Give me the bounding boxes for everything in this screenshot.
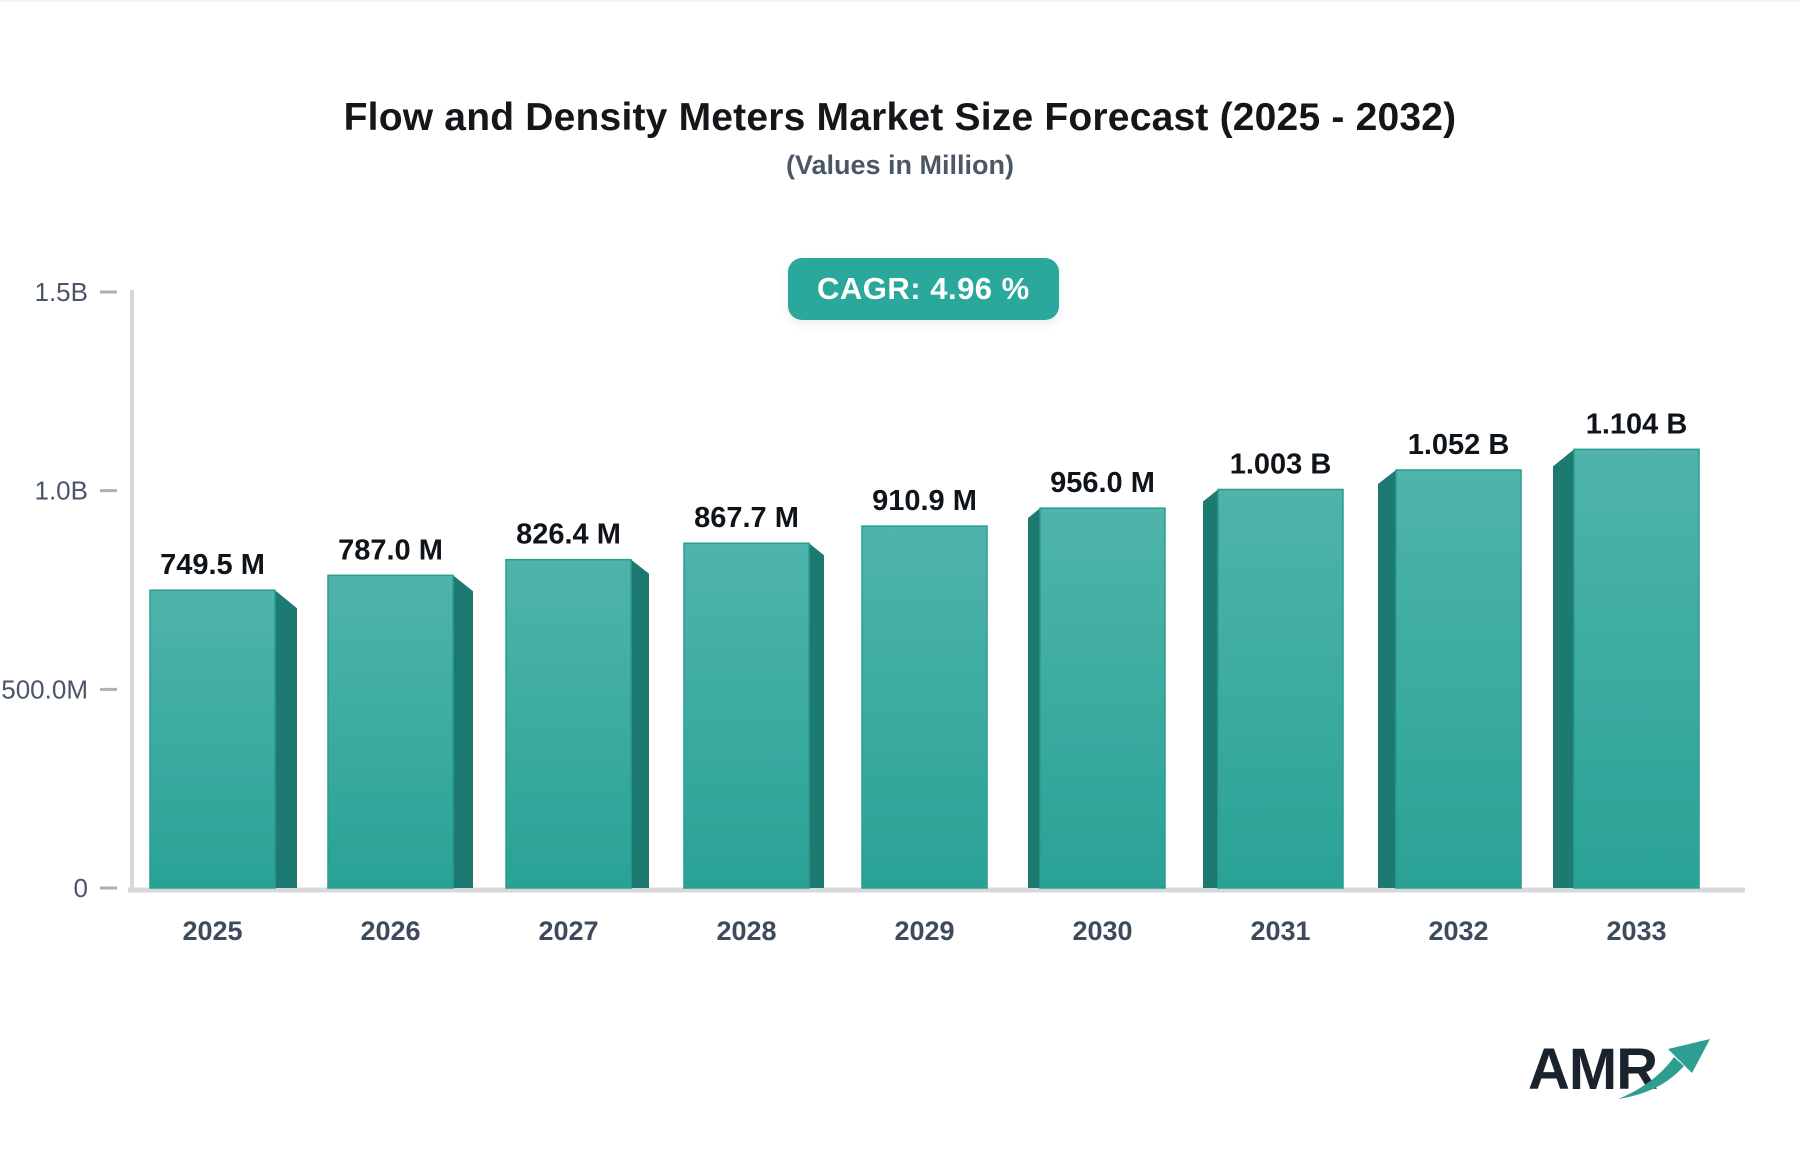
bar-front-face [1395, 469, 1522, 889]
bar-value-label: 1.003 B [1230, 448, 1332, 480]
x-axis-label: 2031 [1250, 916, 1310, 946]
bar-side-face [631, 559, 649, 888]
bar-value-label: 826.4 M [516, 519, 621, 551]
bar-side-face [453, 575, 473, 888]
bar-2033 [1553, 448, 1700, 889]
bar-front-face [1573, 448, 1700, 889]
y-tick-label: 500.0M [1, 674, 88, 704]
bar-value-label: 1.104 B [1586, 408, 1688, 440]
bar-side-face [1378, 470, 1396, 888]
bar-front-face [505, 558, 632, 889]
x-axis-label: 2026 [360, 916, 420, 946]
amr-logo: AMR [1528, 1028, 1738, 1128]
bar-front-face [1217, 488, 1344, 889]
bar-2032 [1378, 469, 1522, 889]
bar-side-face [1203, 489, 1218, 888]
bar-front-face [1039, 507, 1166, 889]
bar-front-face [149, 589, 276, 889]
bar-2027 [505, 558, 649, 889]
bar-front-face [327, 574, 454, 889]
growth-arrow-icon [1618, 1039, 1710, 1099]
bar-side-face [1553, 449, 1574, 888]
bar-2026 [327, 574, 473, 889]
x-axis-label: 2032 [1428, 916, 1488, 946]
x-axis-label: 2029 [894, 916, 954, 946]
x-axis-label: 2033 [1606, 916, 1666, 946]
bar-2030 [1028, 507, 1166, 889]
x-axis-label: 2028 [716, 916, 776, 946]
bar-value-label: 867.7 M [694, 502, 799, 534]
chart-title: Flow and Density Meters Market Size Fore… [343, 96, 1457, 139]
cagr-badge: CAGR: 4.96 % [788, 258, 1059, 320]
bar-side-face [809, 543, 824, 888]
bar-front-face [861, 525, 988, 889]
bar-value-label: 956.0 M [1050, 467, 1155, 499]
bar-side-face [1028, 508, 1040, 888]
chart-subtitle: (Values in Million) [785, 150, 1015, 180]
y-tick-label: 1.0B [35, 476, 89, 506]
y-tick-label: 1.5B [35, 277, 89, 307]
x-axis-label: 2025 [182, 916, 242, 946]
x-axis-label: 2027 [538, 916, 598, 946]
bar-2031 [1203, 488, 1344, 889]
bar-2029 [861, 525, 988, 889]
bar-front-face [683, 542, 810, 889]
bar-side-face [275, 590, 297, 888]
bar-2025 [149, 589, 297, 889]
bar-2028 [683, 542, 824, 889]
bar-value-label: 910.9 M [872, 485, 977, 517]
axis-layer: 0 500.0M 1.0B 1.5B [1, 277, 1745, 903]
labels-layer: 749.5 M 2025 787.0 M 2026 826.4 M 2027 867.7 M… [160, 408, 1687, 946]
y-tick-label: 0 [74, 873, 88, 903]
x-axis-label: 2030 [1072, 916, 1132, 946]
bars-layer [149, 448, 1700, 889]
bar-value-label: 787.0 M [338, 534, 443, 566]
bar-value-label: 749.5 M [160, 549, 265, 581]
bar-value-label: 1.052 B [1408, 429, 1510, 461]
